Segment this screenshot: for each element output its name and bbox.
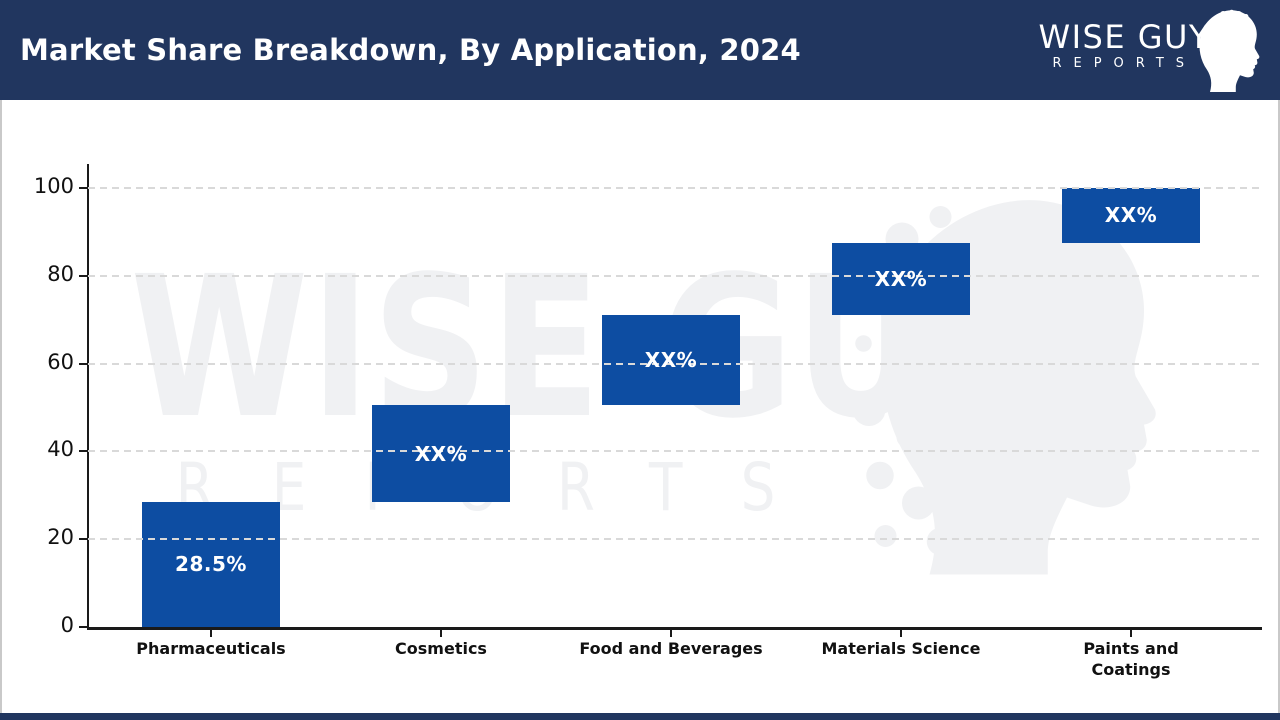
y-axis-tick: [79, 538, 87, 541]
brand-face-icon: [1199, 9, 1260, 92]
bar-value-label: XX%: [414, 441, 468, 466]
bar-paints-and-coatings: [1062, 188, 1200, 243]
y-axis-tick-label: 40: [47, 437, 74, 462]
y-axis-tick-label: 60: [47, 349, 74, 374]
x-axis-tick: [440, 630, 442, 637]
bar-cosmetics: [372, 405, 510, 502]
bar-materials-science: [832, 242, 970, 316]
gridline: [88, 362, 1262, 365]
y-axis-tick: [79, 187, 87, 189]
y-axis-tick: [79, 450, 87, 453]
gridline: [88, 187, 1262, 189]
page-title: Market Share Breakdown, By Application, …: [20, 33, 801, 67]
y-axis-tick: [79, 274, 87, 277]
y-axis-tick-label: 0: [60, 613, 74, 637]
x-axis-line: [87, 627, 1262, 630]
x-axis-tick: [670, 630, 672, 637]
bar-value-label: XX%: [1104, 203, 1158, 228]
x-axis-tick: [210, 630, 212, 637]
y-axis-tick-label: 100: [33, 174, 74, 198]
y-axis-line: [87, 164, 89, 629]
x-axis-category-label: Paints and Coatings: [1083, 639, 1179, 679]
x-axis-tick: [900, 630, 902, 637]
x-axis-category-label: Cosmetics: [395, 639, 487, 658]
gridline: [88, 538, 1262, 541]
brand-name: WISE GUY: [1038, 18, 1210, 56]
bar-food-and-beverages: [602, 315, 740, 406]
brand-wordmark: WISE GUY REPORTS: [1038, 21, 1210, 70]
y-axis-tick-label: 80: [47, 261, 74, 286]
y-axis-tick: [79, 626, 87, 628]
x-axis-category-label: Pharmaceuticals: [136, 639, 286, 658]
brand-subname: REPORTS: [1052, 56, 1197, 71]
y-axis-tick: [79, 362, 87, 365]
x-axis-category-label: Materials Science: [821, 639, 981, 658]
x-axis-tick: [1130, 630, 1132, 637]
bar-pharmaceuticals: [142, 501, 280, 627]
gridline: [88, 274, 1262, 277]
bar-value-label: XX%: [874, 267, 928, 292]
header: Market Share Breakdown, By Application, …: [0, 0, 1280, 100]
bar-value-label: XX%: [644, 348, 698, 373]
x-axis-category-label: Food and Beverages: [579, 639, 763, 658]
gridline: [88, 450, 1262, 453]
y-axis-tick-label: 20: [47, 525, 74, 550]
bar-value-label: 28.5%: [175, 552, 247, 577]
footer-bar: [0, 713, 1280, 720]
